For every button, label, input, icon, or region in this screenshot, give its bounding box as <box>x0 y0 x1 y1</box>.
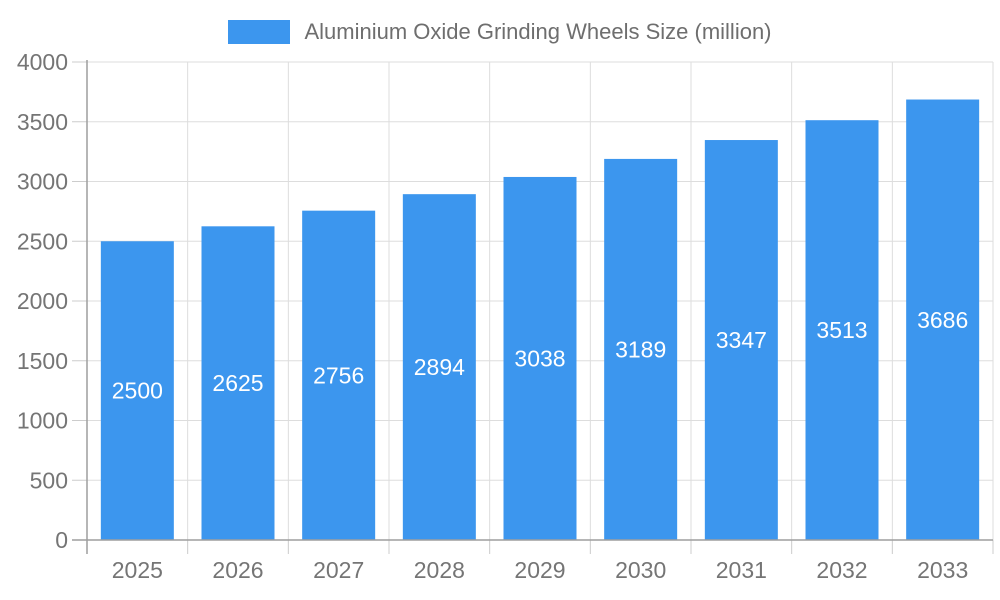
x-axis-label: 2032 <box>816 557 867 583</box>
bar-value-label: 2894 <box>414 354 465 380</box>
legend-swatch-icon <box>228 20 291 44</box>
x-axis-label: 2027 <box>313 557 364 583</box>
x-axis-label: 2030 <box>615 557 666 583</box>
bar[interactable] <box>906 99 980 540</box>
x-axis-label: 2029 <box>514 557 565 583</box>
bar-value-label: 3513 <box>816 317 867 343</box>
bar[interactable] <box>805 120 879 540</box>
y-axis-label: 1500 <box>17 348 68 374</box>
y-axis-label: 4000 <box>17 49 68 75</box>
bar-value-label: 3347 <box>716 327 767 353</box>
bar-value-label: 2625 <box>212 370 263 396</box>
bar[interactable] <box>201 226 275 540</box>
y-axis-label: 3500 <box>17 109 68 135</box>
y-axis-label: 1000 <box>17 408 68 434</box>
x-axis-label: 2028 <box>414 557 465 583</box>
bar-value-label: 2756 <box>313 362 364 388</box>
y-axis-label: 3000 <box>17 169 68 195</box>
x-axis-label: 2031 <box>716 557 767 583</box>
bar[interactable] <box>402 194 476 541</box>
bar-value-label: 3038 <box>514 345 565 371</box>
y-axis-label: 0 <box>55 527 68 553</box>
bar-value-label: 2500 <box>112 378 163 404</box>
bar[interactable] <box>100 241 174 540</box>
x-axis-label: 2025 <box>112 557 163 583</box>
y-axis-label: 500 <box>30 467 68 493</box>
bar[interactable] <box>302 210 376 540</box>
legend[interactable]: Aluminium Oxide Grinding Wheels Size (mi… <box>0 14 1000 50</box>
y-axis-label: 2500 <box>17 228 68 254</box>
x-axis-label: 2033 <box>917 557 968 583</box>
legend-label: Aluminium Oxide Grinding Wheels Size (mi… <box>304 19 772 44</box>
bar-value-label: 3189 <box>615 336 666 362</box>
bar[interactable] <box>604 158 678 541</box>
x-axis-label: 2026 <box>212 557 263 583</box>
y-axis-label: 2000 <box>17 288 68 314</box>
bar[interactable] <box>704 140 778 540</box>
bar[interactable] <box>503 176 577 541</box>
bar-value-label: 3686 <box>917 307 968 333</box>
